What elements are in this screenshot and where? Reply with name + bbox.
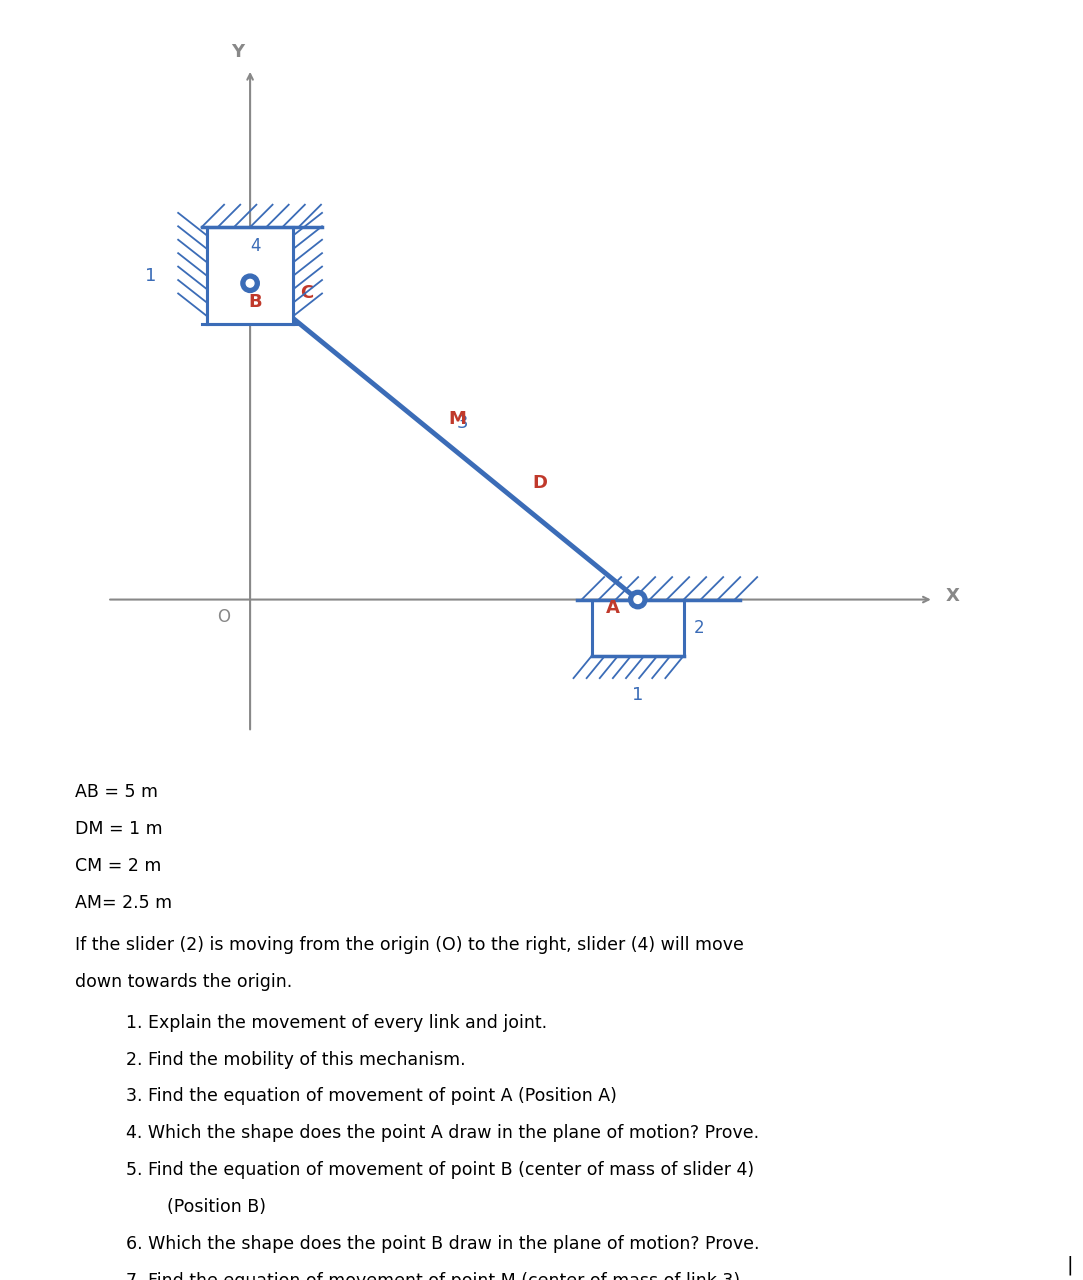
Text: (Position B): (Position B) [168, 1198, 266, 1216]
Circle shape [240, 274, 259, 292]
Text: 1: 1 [632, 686, 643, 704]
Text: 2: 2 [694, 618, 705, 636]
Text: AB = 5 m: AB = 5 m [75, 783, 158, 801]
Text: 7. Find the equation of movement of point M (center of mass of link 3): 7. Find the equation of movement of poin… [126, 1272, 741, 1280]
Text: X: X [945, 588, 960, 605]
Circle shape [246, 279, 253, 287]
Text: 5. Find the equation of movement of point B (center of mass of slider 4): 5. Find the equation of movement of poin… [126, 1161, 754, 1179]
Text: If the slider (2) is moving from the origin (O) to the right, slider (4) will mo: If the slider (2) is moving from the ori… [75, 936, 744, 954]
Bar [592, 599, 683, 655]
Text: 3: 3 [457, 413, 468, 433]
Text: 2. Find the mobility of this mechanism.: 2. Find the mobility of this mechanism. [126, 1051, 466, 1069]
Text: D: D [532, 474, 547, 492]
Text: O: O [217, 608, 230, 626]
Text: 3. Find the equation of movement of point A (Position A): 3. Find the equation of movement of poin… [126, 1088, 617, 1106]
Text: DM = 1 m: DM = 1 m [75, 820, 162, 838]
Text: down towards the origin.: down towards the origin. [75, 973, 292, 991]
Text: 6. Which the shape does the point B draw in the plane of motion? Prove.: 6. Which the shape does the point B draw… [126, 1235, 759, 1253]
Circle shape [628, 590, 647, 609]
Text: 1: 1 [145, 266, 156, 284]
Text: |: | [1066, 1256, 1072, 1275]
Circle shape [634, 595, 641, 603]
Text: B: B [248, 293, 262, 311]
Text: 4. Which the shape does the point A draw in the plane of motion? Prove.: 4. Which the shape does the point A draw… [126, 1124, 759, 1142]
Text: AM= 2.5 m: AM= 2.5 m [75, 893, 172, 911]
Text: M: M [448, 411, 466, 429]
Text: Y: Y [232, 42, 245, 61]
Text: 1. Explain the movement of every link and joint.: 1. Explain the movement of every link an… [126, 1014, 547, 1032]
Bar [207, 227, 293, 324]
Text: A: A [605, 599, 619, 617]
Text: CM = 2 m: CM = 2 m [75, 858, 161, 876]
Text: C: C [300, 284, 314, 302]
Text: 4: 4 [250, 237, 260, 255]
